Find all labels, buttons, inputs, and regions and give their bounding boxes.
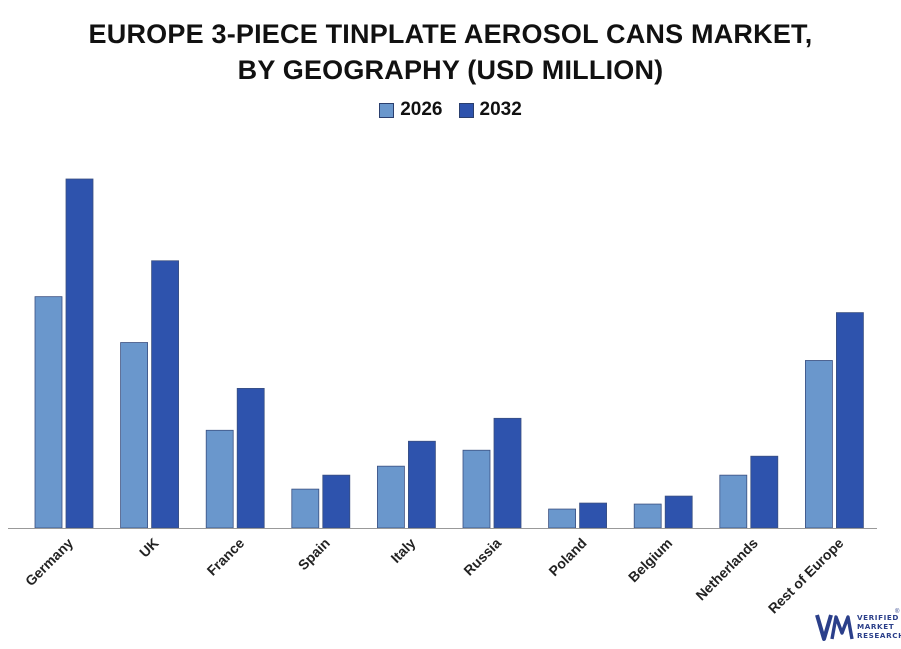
- bar-poland-2032: [579, 502, 607, 529]
- x-tick-label-france: France: [204, 535, 248, 579]
- logo-text-line-1: VERIFIED: [857, 613, 899, 622]
- bar-uk-2032: [151, 260, 180, 529]
- bar-rest-of-europe-2026: [805, 360, 833, 529]
- bar-italy-2026: [376, 465, 405, 529]
- bar-germany-2026: [34, 296, 63, 529]
- x-tick-label-uk: UK: [136, 535, 162, 561]
- bar-uk-2026: [120, 342, 148, 529]
- verified-market-research-logo: VERIFIED MARKET RESEARCH ®: [815, 609, 901, 645]
- logo-text-line-3: RESEARCH: [857, 631, 901, 640]
- x-tick-label-rest-of-europe: Rest of Europe: [765, 535, 847, 617]
- bar-poland-2026: [548, 508, 576, 529]
- legend-label-2032: 2032: [479, 99, 522, 120]
- x-tick-label-germany: Germany: [22, 535, 76, 589]
- bar-belgium-2026: [633, 503, 662, 529]
- x-tick-label-russia: Russia: [460, 535, 504, 579]
- x-tick-label-italy: Italy: [387, 535, 418, 566]
- legend-item-2026: 2026: [379, 99, 443, 121]
- bar-france-2032: [236, 387, 265, 529]
- bar-russia-2026: [462, 449, 491, 529]
- legend-item-2032: 2032: [458, 99, 522, 121]
- bar-italy-2032: [407, 440, 436, 529]
- bar-russia-2032: [493, 417, 522, 529]
- bar-belgium-2032: [664, 495, 693, 529]
- chart-title-line-2: BY GEOGRAPHY (USD MILLION): [237, 55, 664, 85]
- vmr-logo-icon: [815, 614, 854, 641]
- chart-title: EUROPE 3-PIECE TINPLATE AEROSOL CANS MAR…: [0, 16, 901, 88]
- bar-france-2026: [205, 429, 234, 529]
- logo-registered-mark: ®: [895, 609, 900, 615]
- x-tick-label-poland: Poland: [545, 535, 589, 579]
- bar-netherlands-2026: [719, 474, 748, 529]
- x-tick-label-belgium: Belgium: [625, 535, 675, 585]
- bar-rest-of-europe-2032: [836, 312, 864, 529]
- chart-legend: 2026 2032: [0, 99, 901, 121]
- bar-spain-2032: [322, 474, 351, 529]
- chart-title-line-1: EUROPE 3-PIECE TINPLATE AEROSOL CANS MAR…: [88, 19, 813, 49]
- logo-text-line-2: MARKET: [857, 622, 895, 631]
- legend-swatch-2026: [379, 102, 395, 118]
- x-tick-label-spain: Spain: [295, 535, 333, 573]
- bar-spain-2026: [291, 488, 320, 529]
- bar-netherlands-2032: [750, 455, 779, 529]
- x-tick-label-netherlands: Netherlands: [692, 535, 761, 604]
- legend-swatch-2032: [458, 102, 474, 118]
- bar-germany-2032: [65, 178, 94, 529]
- legend-label-2026: 2026: [400, 99, 443, 120]
